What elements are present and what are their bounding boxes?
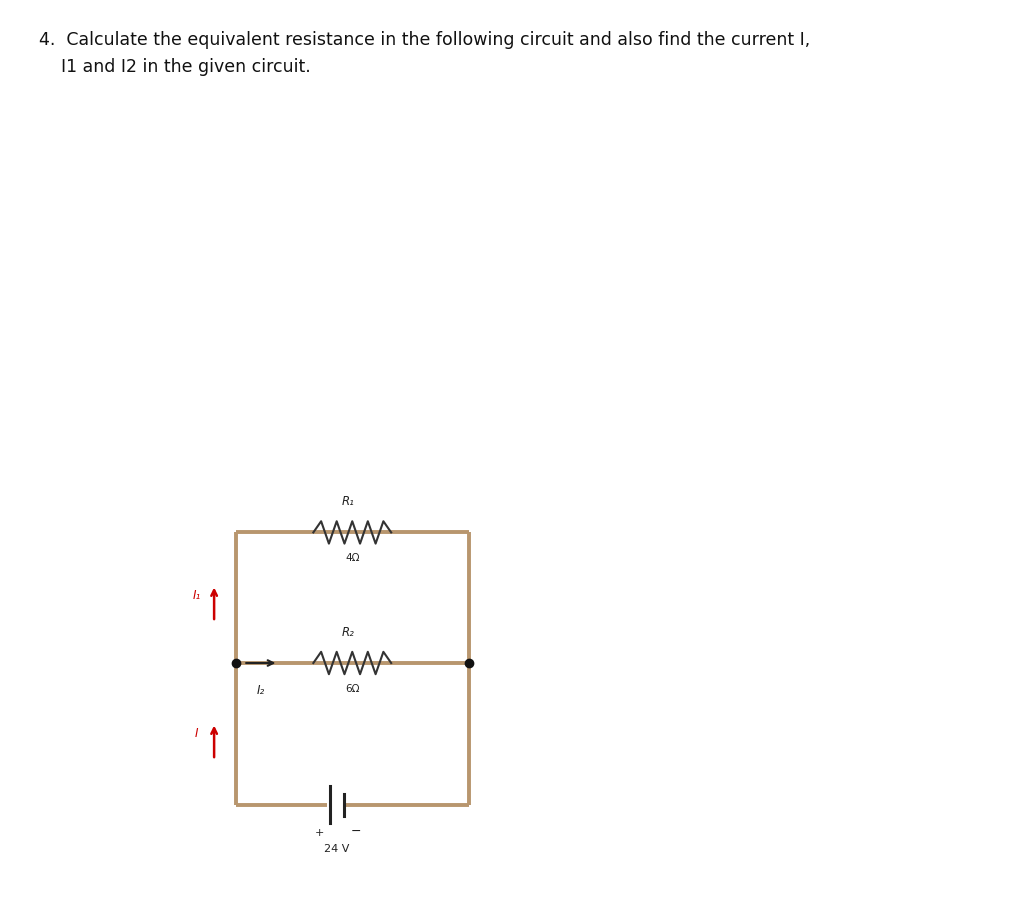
Text: −: −: [351, 825, 361, 838]
Text: I1 and I2 in the given circuit.: I1 and I2 in the given circuit.: [39, 58, 310, 76]
Text: I: I: [195, 727, 199, 741]
Text: 6Ω: 6Ω: [345, 683, 359, 693]
Text: 4.  Calculate the equivalent resistance in the following circuit and also find t: 4. Calculate the equivalent resistance i…: [39, 31, 810, 49]
Text: 24 V: 24 V: [324, 844, 349, 854]
Text: +: +: [314, 828, 324, 838]
Text: R₁: R₁: [342, 495, 354, 508]
Text: R₂: R₂: [342, 626, 354, 639]
Text: I₁: I₁: [193, 590, 201, 602]
Text: 4Ω: 4Ω: [345, 553, 359, 563]
Text: I₂: I₂: [257, 683, 265, 697]
